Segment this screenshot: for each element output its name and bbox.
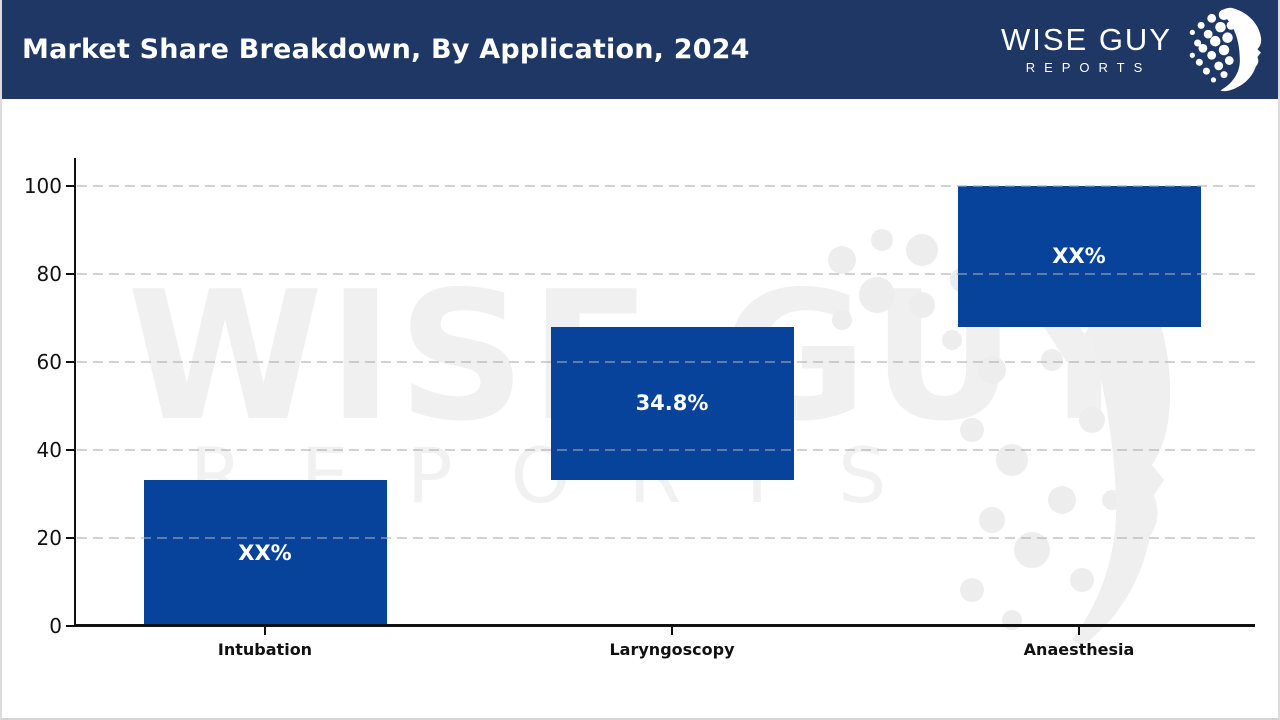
bar-value-label: 34.8% bbox=[635, 391, 709, 416]
wise-guy-reports-logo: WISE GUY REPORTS bbox=[1001, 4, 1268, 96]
gridline-y80 bbox=[77, 273, 1255, 275]
x-tick-intubation bbox=[264, 627, 266, 635]
y-tick-label: 20 bbox=[36, 526, 62, 550]
bar-value-label: XX% bbox=[1052, 244, 1106, 269]
y-tick-label: 60 bbox=[36, 350, 62, 374]
y-tick-0 bbox=[66, 625, 74, 627]
x-category-label: Anaesthesia bbox=[1023, 640, 1135, 659]
x-category-label: Intubation bbox=[217, 640, 313, 659]
logo-face-icon bbox=[1189, 7, 1262, 91]
gridline-y60 bbox=[77, 361, 1255, 363]
y-tick-label: 0 bbox=[49, 614, 62, 638]
y-tick-label: 40 bbox=[36, 438, 62, 462]
x-tick-laryngoscopy bbox=[671, 627, 673, 635]
x-category-label: Laryngoscopy bbox=[609, 640, 735, 659]
y-tick-40 bbox=[66, 449, 74, 451]
logo-subtitle: REPORTS bbox=[1025, 59, 1152, 75]
bar-laryngoscopy bbox=[550, 326, 794, 480]
chart-title: Market Share Breakdown, By Application, … bbox=[22, 34, 750, 65]
x-axis-line bbox=[74, 624, 1255, 627]
logo-wordmark: WISE GUY bbox=[1000, 22, 1172, 58]
header: Market Share Breakdown, By Application, … bbox=[2, 0, 1278, 99]
gridline-y100 bbox=[77, 185, 1255, 187]
bar-value-label: XX% bbox=[238, 540, 292, 565]
bar-anaesthesia bbox=[957, 186, 1201, 327]
gridline-y40 bbox=[77, 449, 1255, 451]
bar-intubation bbox=[143, 479, 387, 626]
x-tick-anaesthesia bbox=[1078, 627, 1080, 635]
y-tick-60 bbox=[66, 361, 74, 363]
y-axis-line bbox=[74, 158, 76, 627]
y-tick-20 bbox=[66, 537, 74, 539]
gridline-y20 bbox=[77, 537, 1255, 539]
y-tick-label: 100 bbox=[23, 174, 62, 198]
y-tick-100 bbox=[66, 185, 74, 187]
y-tick-label: 80 bbox=[36, 262, 62, 286]
y-tick-80 bbox=[66, 273, 74, 275]
logo-text: WISE GUY REPORTS bbox=[1001, 24, 1172, 75]
